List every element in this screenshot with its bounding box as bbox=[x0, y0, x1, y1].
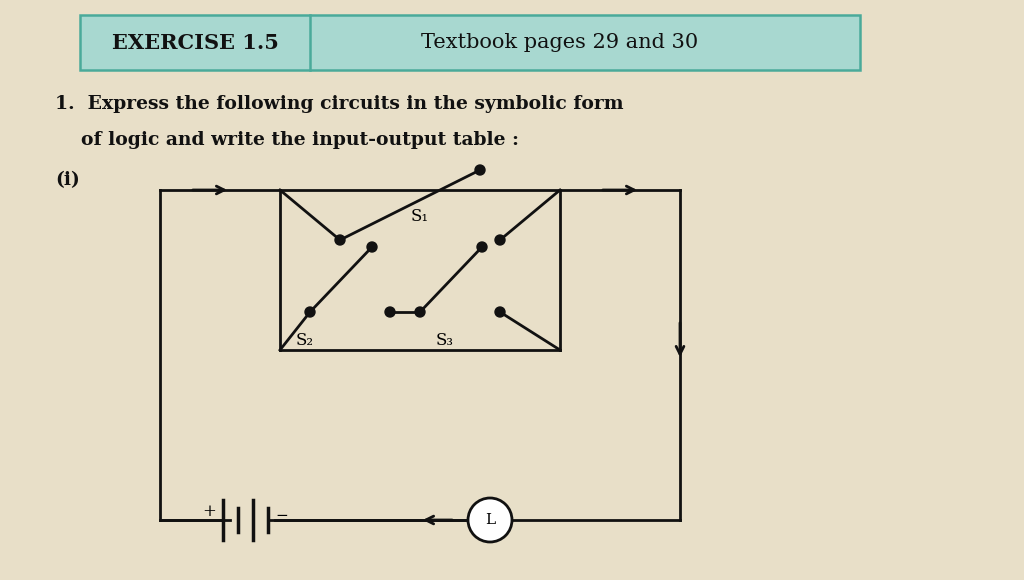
Text: EXERCISE 1.5: EXERCISE 1.5 bbox=[112, 33, 279, 53]
Text: S₁: S₁ bbox=[411, 208, 429, 225]
Circle shape bbox=[367, 242, 377, 252]
Text: Textbook pages 29 and 30: Textbook pages 29 and 30 bbox=[421, 34, 698, 53]
Circle shape bbox=[415, 307, 425, 317]
Circle shape bbox=[385, 307, 395, 317]
FancyBboxPatch shape bbox=[80, 15, 860, 70]
Text: +: + bbox=[202, 503, 216, 520]
Circle shape bbox=[468, 498, 512, 542]
Text: (i): (i) bbox=[55, 171, 80, 189]
Text: 1.  Express the following circuits in the symbolic form: 1. Express the following circuits in the… bbox=[55, 95, 624, 113]
Text: L: L bbox=[485, 513, 495, 527]
Circle shape bbox=[477, 242, 487, 252]
Circle shape bbox=[305, 307, 315, 317]
Text: of logic and write the input-output table :: of logic and write the input-output tabl… bbox=[55, 131, 519, 149]
Circle shape bbox=[335, 235, 345, 245]
Circle shape bbox=[475, 165, 485, 175]
Text: −: − bbox=[275, 509, 289, 523]
Circle shape bbox=[495, 235, 505, 245]
Text: S₂: S₂ bbox=[296, 332, 314, 349]
Text: S₃: S₃ bbox=[436, 332, 454, 349]
Circle shape bbox=[495, 307, 505, 317]
